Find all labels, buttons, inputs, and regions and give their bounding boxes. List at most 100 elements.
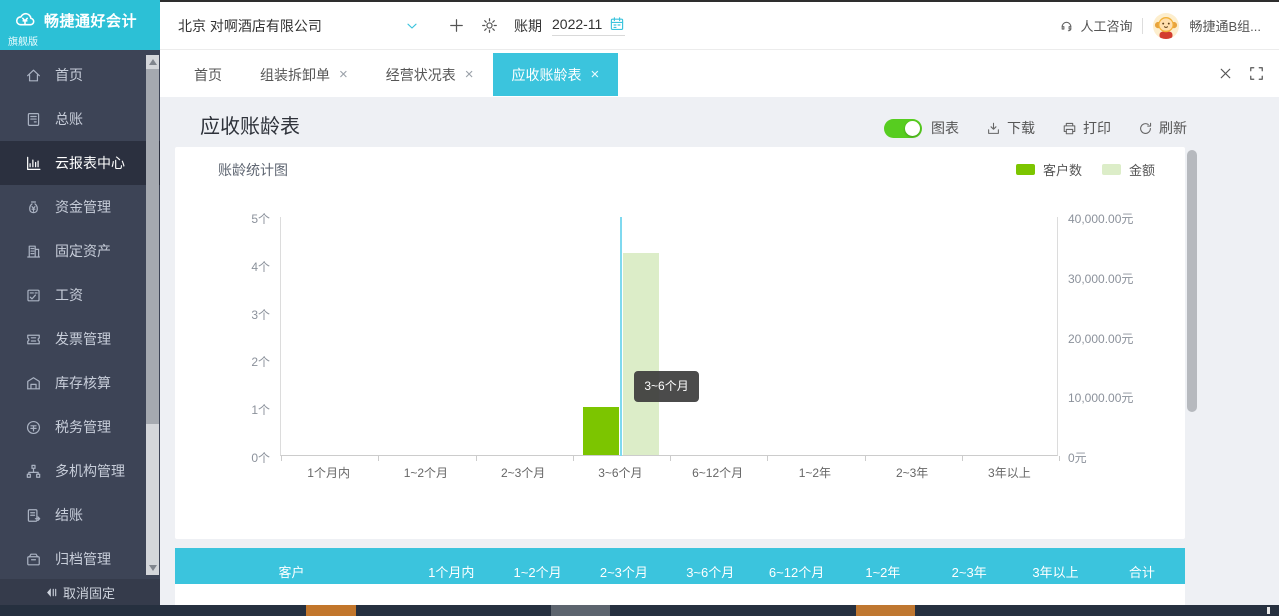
- taskbar-segment: [856, 605, 915, 616]
- close-tab-icon[interactable]: ×: [339, 66, 348, 83]
- close-tab-icon[interactable]: ×: [590, 66, 600, 83]
- legend-swatch: [1101, 164, 1121, 175]
- avatar[interactable]: [1153, 12, 1180, 39]
- table-header-cell: 2~3个月: [599, 565, 648, 580]
- x-axis-tickmark: [670, 456, 671, 461]
- print-icon: [1062, 121, 1077, 136]
- salary-icon: [25, 287, 42, 304]
- window-top-edge: [160, 0, 1279, 2]
- left-axis-tick: 4个: [251, 259, 270, 274]
- print-button[interactable]: 打印: [1062, 118, 1111, 138]
- table-header-cell: 3~6个月: [686, 565, 735, 580]
- company-selector[interactable]: 北京 对啊酒店有限公司: [178, 16, 420, 36]
- sidebar-item-label: 多机构管理: [55, 463, 125, 479]
- tab-receivable-aging[interactable]: 应收账龄表 ×: [492, 53, 619, 96]
- content-area: 应收账龄表 图表 下载 打印 刷新 账龄统计图 客户数 金额 1个月内: [160, 97, 1279, 616]
- refresh-icon: [1138, 121, 1153, 136]
- settings-button[interactable]: [481, 17, 498, 34]
- download-button[interactable]: 下载: [986, 118, 1035, 138]
- sidebar-item-archive[interactable]: 归档管理: [0, 537, 160, 581]
- ledger-icon: [25, 111, 42, 128]
- x-axis-tickmark: [475, 456, 477, 461]
- legend-label: 客户数: [1042, 163, 1082, 178]
- x-axis-label: 3年以上: [988, 466, 1031, 480]
- toggle-switch[interactable]: [884, 118, 922, 138]
- tab-assembly[interactable]: 组装拆卸单 ×: [241, 53, 367, 96]
- customer-count-bar[interactable]: [583, 407, 620, 455]
- right-axis-tick: 40,000.00元: [1068, 212, 1134, 226]
- home-icon: [25, 67, 42, 84]
- report-toolbar: 图表 下载 打印 刷新: [884, 118, 1187, 138]
- close-tab-icon[interactable]: ×: [464, 66, 474, 83]
- left-axis-tick: 1个: [251, 403, 270, 418]
- close-all-tabs-button[interactable]: [1217, 65, 1234, 82]
- x-axis-tickmark: [572, 456, 574, 461]
- sidebar-item-label: 总账: [55, 111, 83, 127]
- table-header-cell: 合计: [1128, 565, 1155, 580]
- topbar: 北京 对啊酒店有限公司 账期 2022-11 人工咨询: [160, 2, 1279, 50]
- left-axis-tick: 3个: [251, 307, 270, 322]
- add-button[interactable]: [448, 17, 465, 34]
- sidebar-item-label: 库存核算: [55, 375, 111, 391]
- tab-label: 首页: [194, 66, 222, 83]
- tab-operating-status[interactable]: 经营状况表 ×: [367, 53, 493, 96]
- tab-home[interactable]: 首页: [175, 53, 241, 96]
- username[interactable]: 畅捷通B组...: [1189, 19, 1261, 34]
- sidebar-item-home[interactable]: 首页: [0, 53, 160, 97]
- sidebar-item-fixed-assets[interactable]: 固定资产: [0, 229, 160, 273]
- help-button[interactable]: 人工咨询: [1059, 16, 1132, 35]
- headset-icon: [1059, 18, 1074, 33]
- download-label: 下载: [1007, 120, 1035, 136]
- legend-item[interactable]: 客户数: [1015, 160, 1082, 179]
- sidebar-scrollbar[interactable]: [146, 55, 159, 575]
- table-row: [175, 584, 1185, 606]
- chart-legend: 客户数 金额: [1015, 160, 1155, 179]
- sidebar-item-salary[interactable]: 工资: [0, 273, 160, 317]
- chart-tooltip: 3~6个月: [634, 371, 699, 402]
- amount-bar[interactable]: [623, 253, 660, 455]
- right-axis-tick: 30,000.00元: [1068, 271, 1134, 286]
- fullscreen-button[interactable]: [1248, 65, 1265, 82]
- sidebar-item-closing[interactable]: 结账: [0, 493, 160, 537]
- archive-icon: [25, 551, 42, 568]
- scroll-down-icon[interactable]: [148, 565, 157, 571]
- x-axis-tickmark: [1059, 456, 1060, 461]
- chart-toggle[interactable]: 图表: [884, 118, 959, 138]
- money-icon: [25, 199, 42, 216]
- tab-label: 组装拆卸单: [260, 66, 330, 83]
- crosshair-line: [620, 217, 623, 456]
- taskbar-segment: [1267, 607, 1270, 614]
- taskbar-segment: [306, 605, 356, 616]
- sidebar-item-tax[interactable]: 税务管理: [0, 405, 160, 449]
- table-header-cell: 1~2年: [865, 565, 901, 580]
- sidebar-item-label: 资金管理: [55, 199, 111, 215]
- sidebar-item-label: 首页: [55, 67, 83, 83]
- table-header-cell: 1个月内: [428, 565, 475, 580]
- unpin-sidebar-button[interactable]: 取消固定: [0, 579, 160, 605]
- help-label: 人工咨询: [1080, 19, 1133, 34]
- tab-actions: [1217, 50, 1279, 97]
- legend-item[interactable]: 金额: [1101, 160, 1155, 179]
- sidebar-item-general-ledger[interactable]: 总账: [0, 97, 160, 141]
- sidebar-item-inventory[interactable]: 库存核算: [0, 361, 160, 405]
- sidebar-item-multi-org[interactable]: 多机构管理: [0, 449, 160, 493]
- right-axis-tick: 20,000.00元: [1068, 331, 1134, 346]
- period-field[interactable]: 账期 2022-11: [514, 16, 626, 36]
- left-axis-tick: 2个: [251, 355, 270, 370]
- tax-icon: [25, 419, 42, 436]
- scroll-up-icon[interactable]: [148, 59, 157, 65]
- sidebar-item-label: 固定资产: [55, 243, 111, 259]
- x-axis-tickmark: [378, 456, 380, 461]
- sidebar-item-cloud-reports[interactable]: 云报表中心: [0, 141, 160, 185]
- content-scrollbar[interactable]: [1187, 150, 1197, 412]
- x-axis-label: 3~6个月: [598, 466, 643, 480]
- calendar-icon[interactable]: [609, 16, 625, 32]
- sidebar-scrollbar-thumb[interactable]: [146, 69, 159, 424]
- refresh-button[interactable]: 刷新: [1138, 118, 1187, 138]
- tooltip-title: 3~6个月: [644, 379, 689, 393]
- sidebar-item-invoice[interactable]: 发票管理: [0, 317, 160, 361]
- report-icon: [25, 155, 42, 172]
- sidebar: 畅捷通好会计 旗舰版 首页 总账 云报表中心 资金管理 固: [0, 0, 160, 616]
- sidebar-item-funds[interactable]: 资金管理: [0, 185, 160, 229]
